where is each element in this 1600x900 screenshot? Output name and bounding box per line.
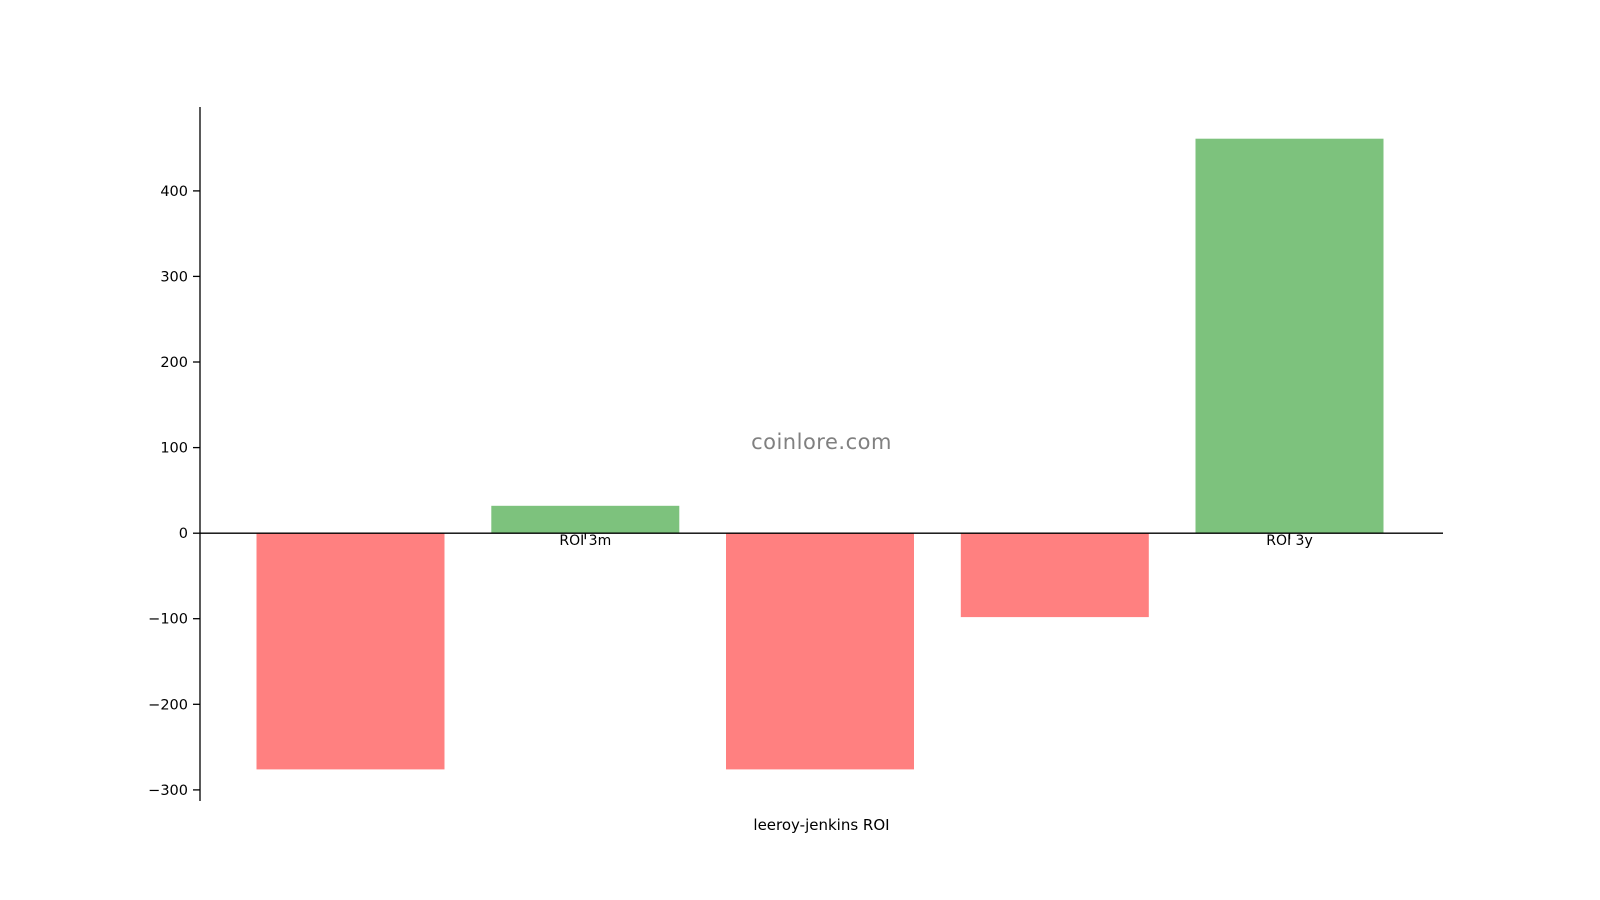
bar [491,505,680,534]
bar [726,533,914,770]
y-tick-label: −300 [148,783,188,799]
x-axis-title: leeroy-jenkins ROI [753,816,890,834]
x-tick-label: ROI 3m [559,533,611,549]
y-tick-label: 400 [160,184,188,200]
y-tick-label: 100 [160,441,188,457]
watermark: coinlore.com [751,430,892,454]
bar [256,533,445,770]
y-tick-label: −100 [148,612,188,628]
y-tick-label: −200 [148,697,188,713]
x-tick-label: ROI 3y [1266,533,1313,549]
bar [1195,138,1384,534]
y-tick-label: 200 [160,355,188,371]
bar [960,533,1149,618]
y-tick-label: 300 [160,269,188,285]
y-tick-label: 0 [179,526,188,542]
